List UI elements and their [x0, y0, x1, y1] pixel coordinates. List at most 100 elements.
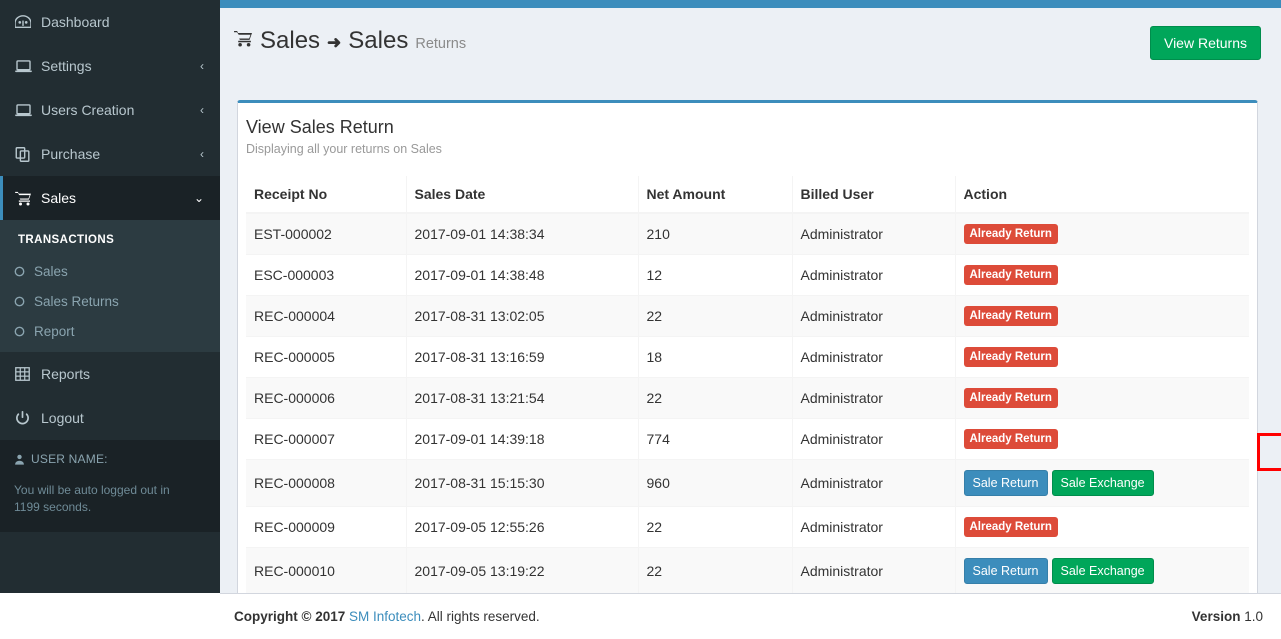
cell-billed-user: Administrator [792, 212, 956, 255]
submenu-items: Sales Sales Returns Report [0, 256, 220, 346]
table-row: REC-000006 2017-08-31 13:21:54 22 Administr… [246, 377, 1249, 419]
cell-billed-user: Administrator [792, 295, 956, 337]
cell-billed-user: Administrator [792, 254, 956, 296]
page-title-main: Sales [260, 27, 321, 54]
cell-action: Already Return [955, 254, 1249, 296]
already-return-badge: Already Return [963, 429, 1058, 449]
submenu-item-label: Report [34, 323, 75, 339]
cell-billed-user: Administrator [792, 377, 956, 419]
cell-sales-date: 2017-09-01 14:38:34 [406, 212, 639, 255]
cell-billed-user: Administrator [792, 336, 956, 378]
highlight-annotation-sale-exchange [1257, 433, 1281, 471]
dashboard-icon [15, 15, 41, 29]
sidebar-item-dashboard[interactable]: Dashboard [0, 0, 220, 44]
table-header-billed-user: Billed User [792, 176, 956, 214]
cell-sales-date: 2017-09-01 14:38:48 [406, 254, 639, 296]
cell-billed-user: Administrator [792, 418, 956, 460]
cell-net-amount: 18 [638, 336, 793, 378]
copy-icon [15, 146, 41, 162]
table-header-sales-date: Sales Date [406, 176, 639, 214]
sidebar-nav-secondary: Reports Logout [0, 352, 220, 440]
sale-exchange-button[interactable]: Sale Exchange [1051, 470, 1154, 496]
sidebar-item-users-creation[interactable]: Users Creation ‹ [0, 88, 220, 132]
table-row: REC-000008 2017-08-31 15:15:30 960 Administ… [246, 459, 1249, 507]
cell-receipt-no: REC-000004 [246, 295, 407, 337]
already-return-badge: Already Return [963, 347, 1058, 367]
cell-action: Already Return [955, 377, 1249, 419]
sidebar-item-settings[interactable]: Settings ‹ [0, 44, 220, 88]
sidebar-item-reports[interactable]: Reports [0, 352, 220, 396]
auto-logout-note: You will be auto logged out in 1199 seco… [14, 483, 170, 514]
sale-exchange-button[interactable]: Sale Exchange [1051, 558, 1154, 584]
cell-net-amount: 22 [638, 377, 793, 419]
cell-sales-date: 2017-09-05 13:19:22 [406, 547, 639, 594]
cell-receipt-no: EST-000002 [246, 212, 407, 255]
cell-receipt-no: ESC-000003 [246, 254, 407, 296]
panel-header: View Sales Return Displaying all your re… [238, 103, 1257, 162]
submenu-header: TRANSACTIONS [18, 234, 115, 246]
footer-copyright: Copyright © 2017 SM Infotech. All rights… [234, 609, 1192, 624]
footer-copyright-suffix: . All rights reserved. [421, 609, 540, 624]
already-return-badge: Already Return [963, 265, 1058, 285]
circle-o-icon [14, 296, 34, 307]
laptop-icon [15, 59, 41, 73]
submenu-item-report[interactable]: Report [0, 316, 220, 346]
table-header-row: Receipt No Sales Date Net Amount Billed Use… [246, 176, 1249, 214]
submenu-item-sales[interactable]: Sales [0, 256, 220, 286]
chevron-left-icon: ‹ [200, 147, 204, 161]
already-return-badge: Already Return [963, 517, 1058, 537]
sidebar-item-label: Reports [41, 366, 91, 382]
footer-copyright-prefix: Copyright © 2017 [234, 609, 346, 624]
circle-o-icon [14, 266, 34, 277]
submenu-item-sales-returns[interactable]: Sales Returns [0, 286, 220, 316]
footer-company-link[interactable]: SM Infotech [349, 609, 422, 624]
cell-receipt-no: REC-000005 [246, 336, 407, 378]
sidebar-item-purchase[interactable]: Purchase ‹ [0, 132, 220, 176]
table-row: REC-000004 2017-08-31 13:02:05 22 Administr… [246, 295, 1249, 337]
sidebar-item-sales[interactable]: Sales ⌄ [0, 176, 220, 220]
cell-net-amount: 774 [638, 418, 793, 460]
sale-return-button[interactable]: Sale Return [963, 558, 1048, 584]
sales-return-panel: View Sales Return Displaying all your re… [237, 100, 1258, 615]
cell-net-amount: 22 [638, 547, 793, 594]
cell-receipt-no: REC-000008 [246, 459, 407, 507]
footer-version-value: 1.0 [1244, 609, 1263, 624]
cell-billed-user: Administrator [792, 547, 956, 594]
arrow-right-icon: ➜ [327, 33, 342, 52]
table-row: EST-000002 2017-09-01 14:38:34 210 Administ… [246, 212, 1249, 255]
sidebar-submenu-sales: TRANSACTIONS Sales Sales Returns Report [0, 220, 220, 352]
user-panel: USER NAME: You will be auto logged out i… [0, 440, 220, 532]
sidebar-item-label: Dashboard [41, 14, 110, 30]
page-title: Sales ➜ Sales Returns [234, 26, 466, 59]
table-row: ESC-000003 2017-09-01 14:38:48 12 Administr… [246, 254, 1249, 296]
table-row: REC-000005 2017-08-31 13:16:59 18 Administr… [246, 336, 1249, 378]
footer: Copyright © 2017 SM Infotech. All rights… [220, 593, 1281, 639]
sidebar-item-label: Purchase [41, 146, 101, 162]
cell-receipt-no: REC-000009 [246, 506, 407, 548]
cell-receipt-no: REC-000007 [246, 418, 407, 460]
footer-version-label: Version [1191, 609, 1241, 624]
sidebar-item-label: Sales [41, 190, 77, 206]
table-header-net-amount: Net Amount [638, 176, 793, 214]
cell-action: Sale Return Sale Exchange [955, 547, 1249, 594]
table-head: Receipt No Sales Date Net Amount Billed Use… [246, 176, 1249, 214]
table-header-receipt-no: Receipt No [246, 176, 407, 214]
table-icon [15, 367, 41, 381]
sidebar-item-logout[interactable]: Logout [0, 396, 220, 440]
sidebar: Dashboard Settings ‹ Users Creation ‹ Purchas… [0, 0, 220, 593]
power-icon [15, 410, 41, 426]
sidebar-nav-main: Dashboard Settings ‹ Users Creation ‹ Purchas… [0, 0, 220, 220]
view-returns-button[interactable]: View Returns [1149, 26, 1261, 60]
page-subtitle: Returns [415, 36, 467, 52]
sidebar-item-label: Settings [41, 58, 92, 74]
cell-sales-date: 2017-08-31 13:21:54 [406, 377, 639, 419]
sale-return-button[interactable]: Sale Return [963, 470, 1048, 496]
laptop-icon [15, 103, 41, 117]
panel-title: View Sales Return [246, 117, 394, 137]
already-return-badge: Already Return [963, 388, 1058, 408]
cart-icon [15, 191, 41, 206]
user-icon [14, 454, 25, 465]
page-title-secondary: Sales [348, 27, 409, 54]
cell-billed-user: Administrator [792, 459, 956, 507]
